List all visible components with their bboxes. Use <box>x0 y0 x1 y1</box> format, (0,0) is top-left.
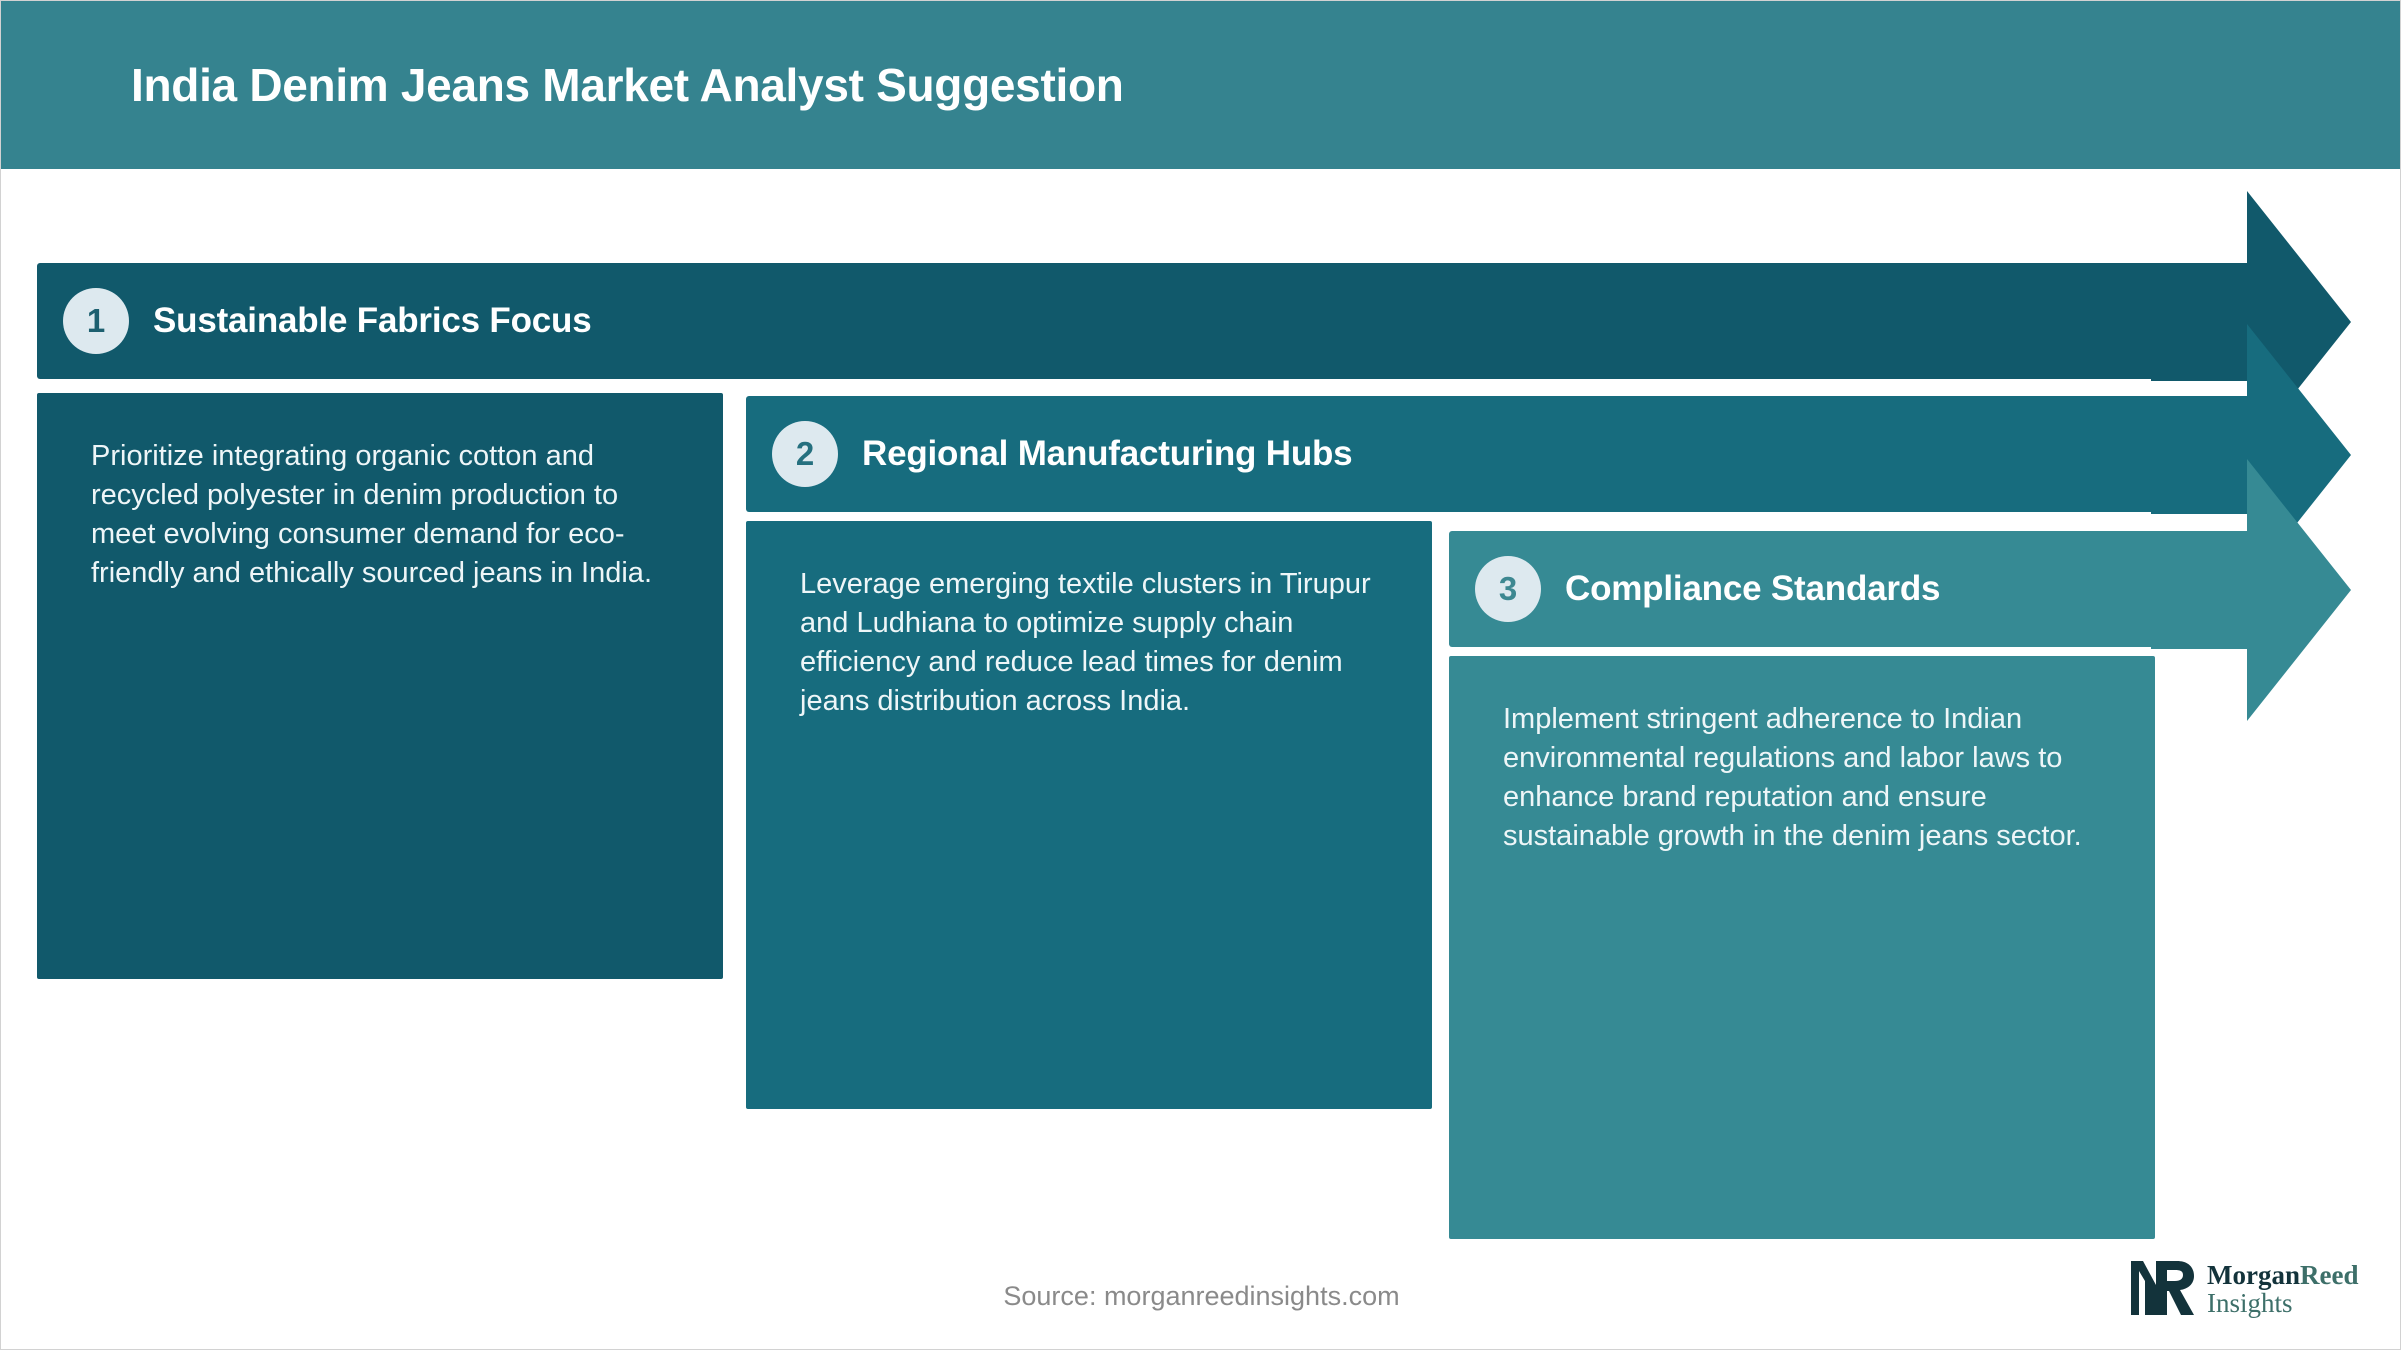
step-body-box-3: Implement stringent adherence to Indian … <box>1449 656 2155 1239</box>
logo-line-primary: MorganReed <box>2207 1262 2358 1290</box>
step-body-text-1: Prioritize integrating organic cotton an… <box>91 440 652 589</box>
step-body-text-2: Leverage emerging textile clusters in Ti… <box>800 568 1371 717</box>
logo-word-morgan: Morgan <box>2207 1260 2300 1291</box>
step-title-1: Sustainable Fabrics Focus <box>153 301 592 340</box>
logo-wordmark: MorganReed Insights <box>2207 1262 2358 1317</box>
step-banner-3[interactable]: 3 Compliance Standards <box>1449 531 2251 647</box>
logo-word-insights: Insights <box>2207 1288 2293 1318</box>
step-banner-2[interactable]: 2 Regional Manufacturing Hubs <box>746 396 2251 512</box>
mr-monogram-icon <box>2129 1259 2195 1322</box>
page-title: India Denim Jeans Market Analyst Suggest… <box>131 59 1124 111</box>
step-number-badge-3: 3 <box>1475 556 1541 622</box>
step-body-text-3: Implement stringent adherence to Indian … <box>1503 703 2082 852</box>
logo-word-reed: Reed <box>2299 1260 2359 1291</box>
brand-logo: MorganReed Insights <box>2129 1254 2358 1326</box>
step-banner-1[interactable]: 1 Sustainable Fabrics Focus <box>37 263 2251 379</box>
step-title-2: Regional Manufacturing Hubs <box>862 434 1353 473</box>
step-body-box-1: Prioritize integrating organic cotton an… <box>37 393 723 979</box>
source-attribution: Source: morganreedinsights.com <box>1003 1281 1400 1311</box>
header-bar: India Denim Jeans Market Analyst Suggest… <box>1 1 2400 169</box>
step-title-3: Compliance Standards <box>1565 569 1941 608</box>
step-number-badge-1: 1 <box>63 288 129 354</box>
step-body-box-2: Leverage emerging textile clusters in Ti… <box>746 521 1432 1109</box>
step-number-badge-2: 2 <box>772 421 838 487</box>
